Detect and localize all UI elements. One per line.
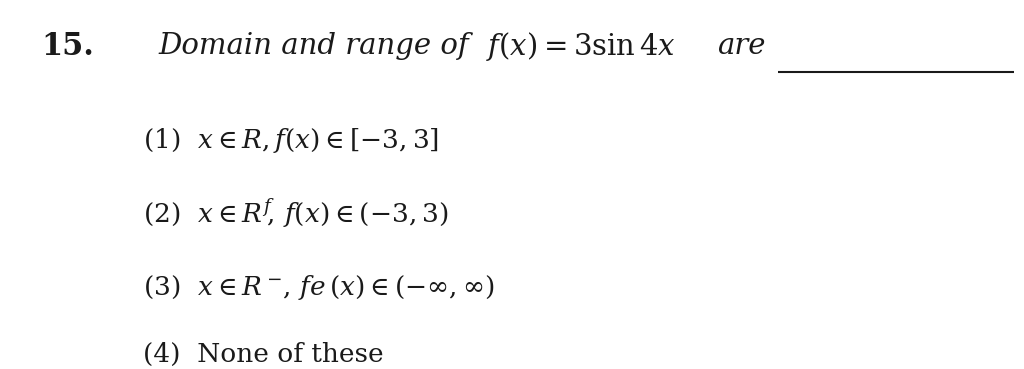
- Text: are: are: [717, 32, 765, 60]
- Text: Domain and range of: Domain and range of: [159, 32, 469, 60]
- Text: 15.: 15.: [41, 31, 94, 62]
- Text: (4)  None of these: (4) None of these: [143, 342, 384, 367]
- Text: (1)  $x \in R, f(x)\in[-3, 3]$: (1) $x \in R, f(x)\in[-3, 3]$: [143, 126, 439, 155]
- Text: $f(x)=3\sin 4x$: $f(x)=3\sin 4x$: [486, 30, 676, 63]
- Text: (2)  $x\in R^f\!,\, f(x)\in(-3, 3)$: (2) $x\in R^f\!,\, f(x)\in(-3, 3)$: [143, 198, 449, 230]
- Text: (3)  $x\in R^-\!,\, fe\,(x)\in (-\infty, \infty)$: (3) $x\in R^-\!,\, fe\,(x)\in (-\infty, …: [143, 273, 495, 302]
